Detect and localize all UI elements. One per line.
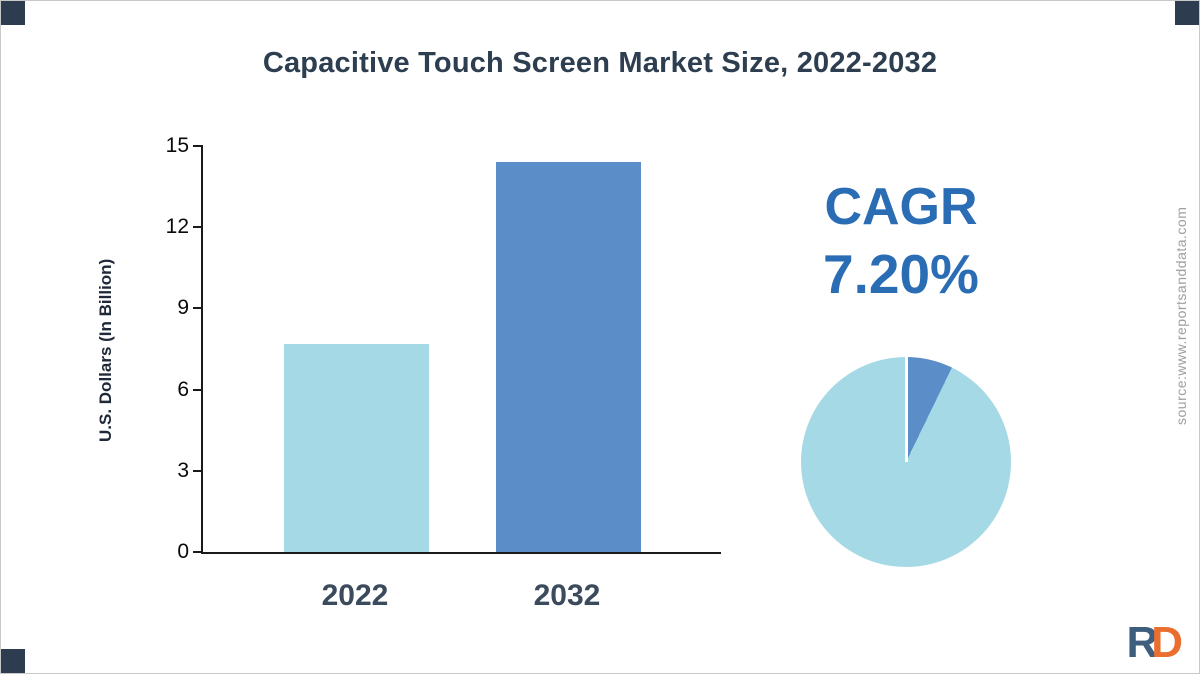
y-tick-label: 3 (177, 458, 189, 482)
corner-mark-top-left (1, 1, 25, 25)
source-attribution: source:www.reportsanddata.com (1173, 206, 1189, 426)
y-tick-mark (193, 469, 203, 472)
plot-area: 0 3 6 9 12 15 (166, 134, 721, 563)
y-tick-mark (193, 307, 203, 310)
logo-letter-r: R (1126, 618, 1159, 667)
y-tick-label: 9 (177, 296, 189, 320)
y-tick-mark (193, 551, 203, 553)
y-tick-mark (193, 145, 203, 147)
y-tick-mark (193, 226, 203, 229)
y-tick-mark (193, 388, 203, 391)
logo-letter-d: D (1151, 618, 1183, 667)
corner-mark-bottom-left (1, 649, 25, 673)
pie-slice-divider (904, 357, 908, 462)
bars (203, 146, 721, 552)
y-tick-label: 12 (165, 215, 189, 239)
y-tick-label: 0 (177, 540, 189, 563)
y-axis-label: U.S. Dollars (In Billion) (96, 258, 115, 442)
x-tick-label: 2022 (321, 579, 389, 612)
x-tick-label: 2032 (533, 579, 601, 612)
bar-2022 (283, 343, 429, 552)
y-tick-label: 15 (165, 134, 189, 157)
reports-and-data-logo: RD (1126, 621, 1183, 665)
corner-mark-top-right (1175, 1, 1199, 25)
cagr-label: CAGR (824, 178, 978, 236)
bar-2032 (495, 162, 641, 552)
chart-title: Capacitive Touch Screen Market Size, 202… (262, 47, 938, 79)
cagr-block: CAGR 7.20% (771, 181, 1031, 302)
pie-chart (801, 357, 1011, 567)
y-tick-label: 6 (177, 377, 189, 401)
cagr-value: 7.20% (823, 243, 979, 305)
x-axis-labels: 2022 2032 (201, 579, 721, 613)
